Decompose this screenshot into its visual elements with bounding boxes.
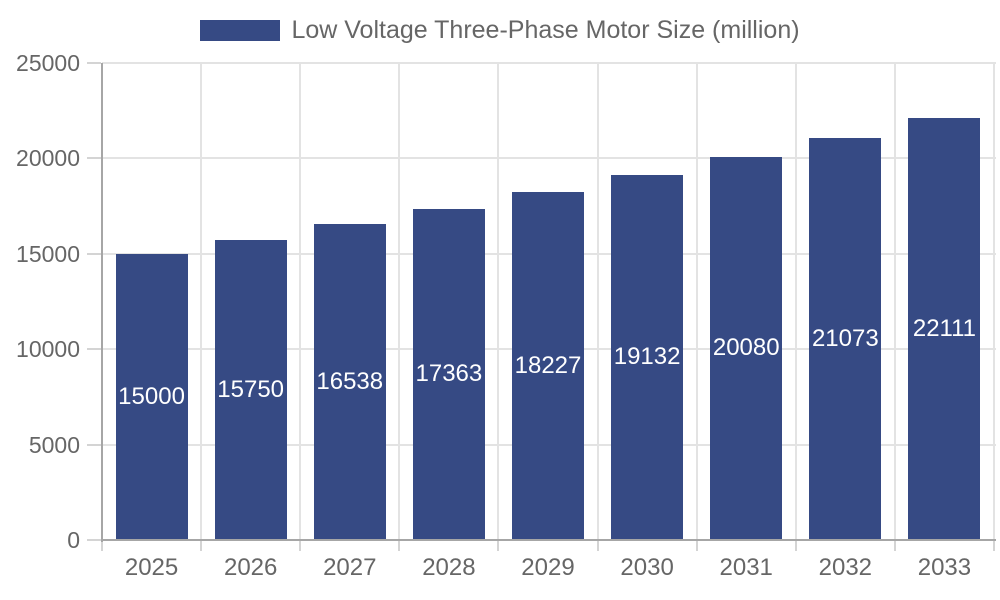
y-tick-mark: [87, 157, 101, 160]
x-gridline: [993, 63, 995, 540]
x-tick-mark: [398, 540, 401, 551]
legend: Low Voltage Three-Phase Motor Size (mill…: [0, 16, 1000, 45]
x-tick-mark: [299, 540, 302, 551]
bar-value-label: 21073: [811, 324, 879, 352]
x-gridline: [398, 63, 401, 540]
bar-value-label: 16538: [316, 368, 384, 396]
y-tick-label: 25000: [16, 50, 80, 76]
y-axis-labels: 0 5000 10000 15000 20000 25000: [0, 0, 80, 600]
bar-value-label: 17363: [415, 360, 483, 388]
y-tick-label: 10000: [16, 336, 80, 363]
y-tick-mark: [87, 443, 101, 446]
bar-value-label: 15000: [118, 382, 185, 410]
legend-swatch: [200, 20, 281, 41]
x-tick-mark: [596, 540, 599, 551]
x-gridline: [497, 63, 500, 540]
y-tick-mark: [87, 348, 101, 351]
legend-item[interactable]: Low Voltage Three-Phase Motor Size (mill…: [200, 16, 800, 45]
y-gridline: [102, 157, 996, 160]
y-tick-label: 5000: [28, 431, 80, 458]
x-gridline: [893, 63, 896, 540]
x-gridline: [200, 63, 203, 540]
bar[interactable]: 20080: [710, 156, 783, 540]
bar[interactable]: 21073: [809, 137, 882, 540]
y-tick-mark: [87, 252, 101, 255]
bar-value-label: 20080: [712, 334, 780, 362]
bar[interactable]: 15750: [214, 239, 287, 540]
x-gridline: [794, 63, 797, 540]
x-tick-label: 2029: [521, 554, 575, 581]
x-tick-label: 2030: [620, 554, 674, 581]
bar-value-label: 18227: [514, 352, 582, 380]
x-tick-label: 2025: [124, 554, 179, 581]
y-axis-line: [101, 63, 103, 542]
x-tick-mark: [695, 540, 698, 551]
bar[interactable]: 17363: [412, 208, 485, 540]
x-tick-label: 2028: [422, 554, 476, 581]
bar[interactable]: 18227: [512, 192, 584, 540]
x-tick-mark: [993, 540, 995, 551]
bar-value-label: 22111: [912, 315, 977, 343]
y-tick-label: 0: [67, 527, 80, 553]
x-tick-mark: [497, 540, 500, 551]
x-tick-mark: [794, 540, 797, 551]
bar[interactable]: 15000: [115, 253, 188, 540]
x-gridline: [596, 63, 599, 540]
x-tick-label: 2032: [818, 554, 873, 581]
bar-value-label: 15750: [217, 375, 285, 403]
x-tick-label: 2031: [719, 554, 773, 581]
x-tick-label: 2033: [917, 554, 972, 581]
y-tick-mark: [87, 62, 101, 64]
x-gridline: [695, 63, 698, 540]
bar[interactable]: 16538: [313, 224, 386, 540]
x-tick-mark: [200, 540, 203, 551]
y-tick-mark: [87, 539, 101, 541]
y-tick-label: 20000: [16, 145, 80, 172]
bar-value-label: 19132: [613, 343, 681, 371]
x-axis-line: [101, 539, 996, 541]
x-tick-label: 2026: [223, 554, 278, 581]
x-tick-mark: [893, 540, 896, 551]
x-gridline: [299, 63, 302, 540]
bar[interactable]: 22111: [908, 118, 981, 540]
plot-area: 15000 2025 15750 2026 16538 2027 17363 2028 1822…: [87, 62, 996, 581]
bar[interactable]: 19132: [611, 174, 684, 540]
y-gridline: [102, 62, 996, 64]
x-tick-mark: [101, 540, 103, 551]
y-tick-label: 15000: [16, 240, 80, 267]
legend-label: Low Voltage Three-Phase Motor Size (mill…: [291, 16, 800, 44]
x-tick-label: 2027: [323, 554, 377, 581]
